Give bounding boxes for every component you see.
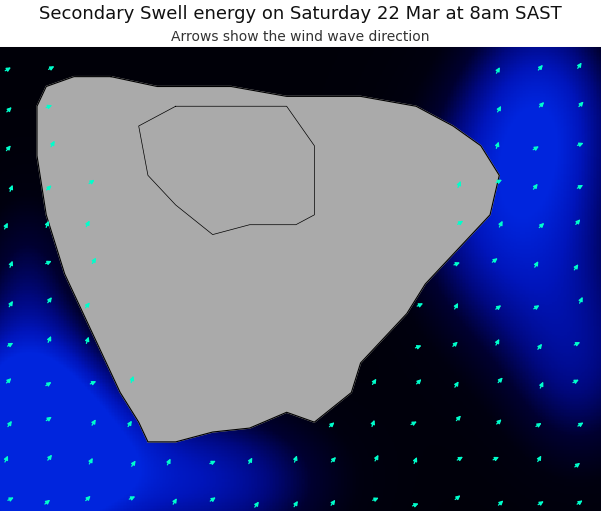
Polygon shape (37, 77, 499, 442)
Text: Arrows show the wind wave direction: Arrows show the wind wave direction (171, 30, 430, 43)
Text: Secondary Swell energy on Saturday 22 Mar at 8am SAST: Secondary Swell energy on Saturday 22 Ma… (39, 5, 562, 23)
